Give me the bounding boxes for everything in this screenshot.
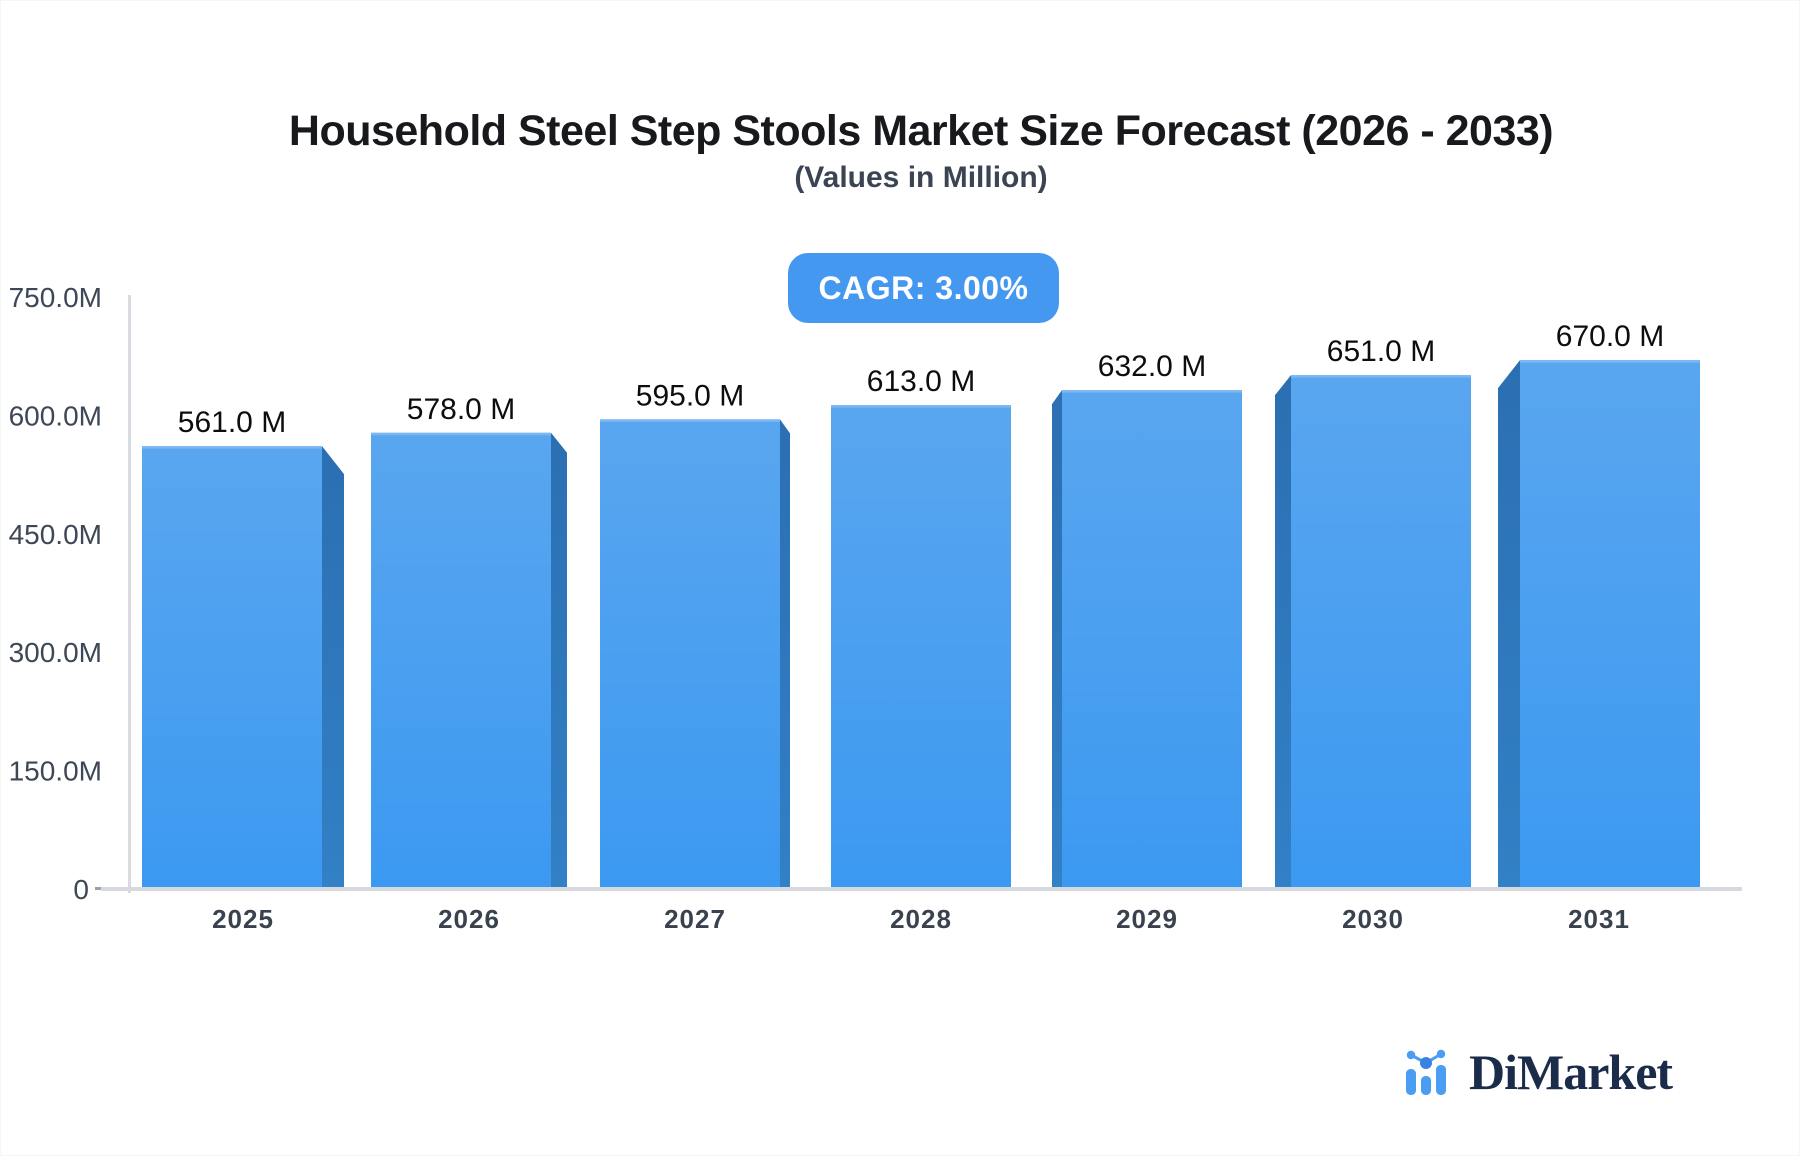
bar-chart-trend-icon <box>1406 1049 1446 1095</box>
bar-top-edge <box>371 432 551 436</box>
chart-title: Household Steel Step Stools Market Size … <box>288 107 1554 155</box>
y-tick-label: 150.0M <box>9 756 102 787</box>
x-tick-label: 2025 <box>212 904 274 934</box>
bar-side-2030 <box>1275 375 1291 889</box>
y-axis-line <box>128 295 131 893</box>
bar-value-label: 561.0 M <box>178 406 286 439</box>
bar-top-edge <box>1062 390 1242 393</box>
bar-value-label: 632.0 M <box>1098 350 1206 383</box>
bar-value-label: 613.0 M <box>867 365 975 398</box>
x-axis-baseline <box>101 887 1742 891</box>
dimarket-logo: DiMarket <box>1397 1039 1673 1100</box>
bar-top-edge <box>831 405 1011 408</box>
bar-value-label: 670.0 M <box>1556 320 1664 353</box>
bar-side-2029 <box>1052 390 1062 889</box>
bar-value-label: 578.0 M <box>407 393 515 426</box>
bar-side-2026 <box>551 432 567 889</box>
bar-2031 <box>1520 360 1700 889</box>
bar-2028 <box>831 405 1011 889</box>
bar-side-2027 <box>780 419 790 889</box>
y-tick-label: 600.0M <box>9 400 102 431</box>
x-tick-label: 2027 <box>664 904 726 934</box>
y-tick-label: 0 <box>73 874 89 905</box>
x-tick-label: 2026 <box>438 904 500 934</box>
bar-2030 <box>1291 375 1471 889</box>
x-tick-label: 2029 <box>1116 904 1178 934</box>
bar-value-label: 595.0 M <box>636 379 744 412</box>
y-tick-label: 750.0M <box>9 282 102 313</box>
bar-value-label: 651.0 M <box>1327 335 1435 368</box>
bar-side-2031 <box>1498 360 1520 889</box>
chart-subtitle: (Values in Million) <box>794 161 1048 194</box>
bar-2025 <box>142 446 322 889</box>
x-tick-label: 2028 <box>890 904 952 934</box>
bar-top-edge <box>600 419 780 422</box>
x-tick-label: 2030 <box>1342 904 1404 934</box>
bar-2027 <box>600 419 780 889</box>
bar-top-edge <box>1291 375 1471 378</box>
bar-2026 <box>371 432 551 889</box>
y-tick-label: 300.0M <box>9 637 102 668</box>
cagr-badge: CAGR: 3.00% <box>788 253 1059 323</box>
y-tick-label: 450.0M <box>9 519 102 550</box>
bar-2029 <box>1062 390 1242 889</box>
bar-side-2025 <box>322 446 344 889</box>
logo-text: DiMarket <box>1469 1044 1673 1100</box>
bar-top-edge <box>142 446 322 449</box>
bar-top-edge <box>1520 360 1700 363</box>
x-tick-label: 2031 <box>1568 904 1630 934</box>
